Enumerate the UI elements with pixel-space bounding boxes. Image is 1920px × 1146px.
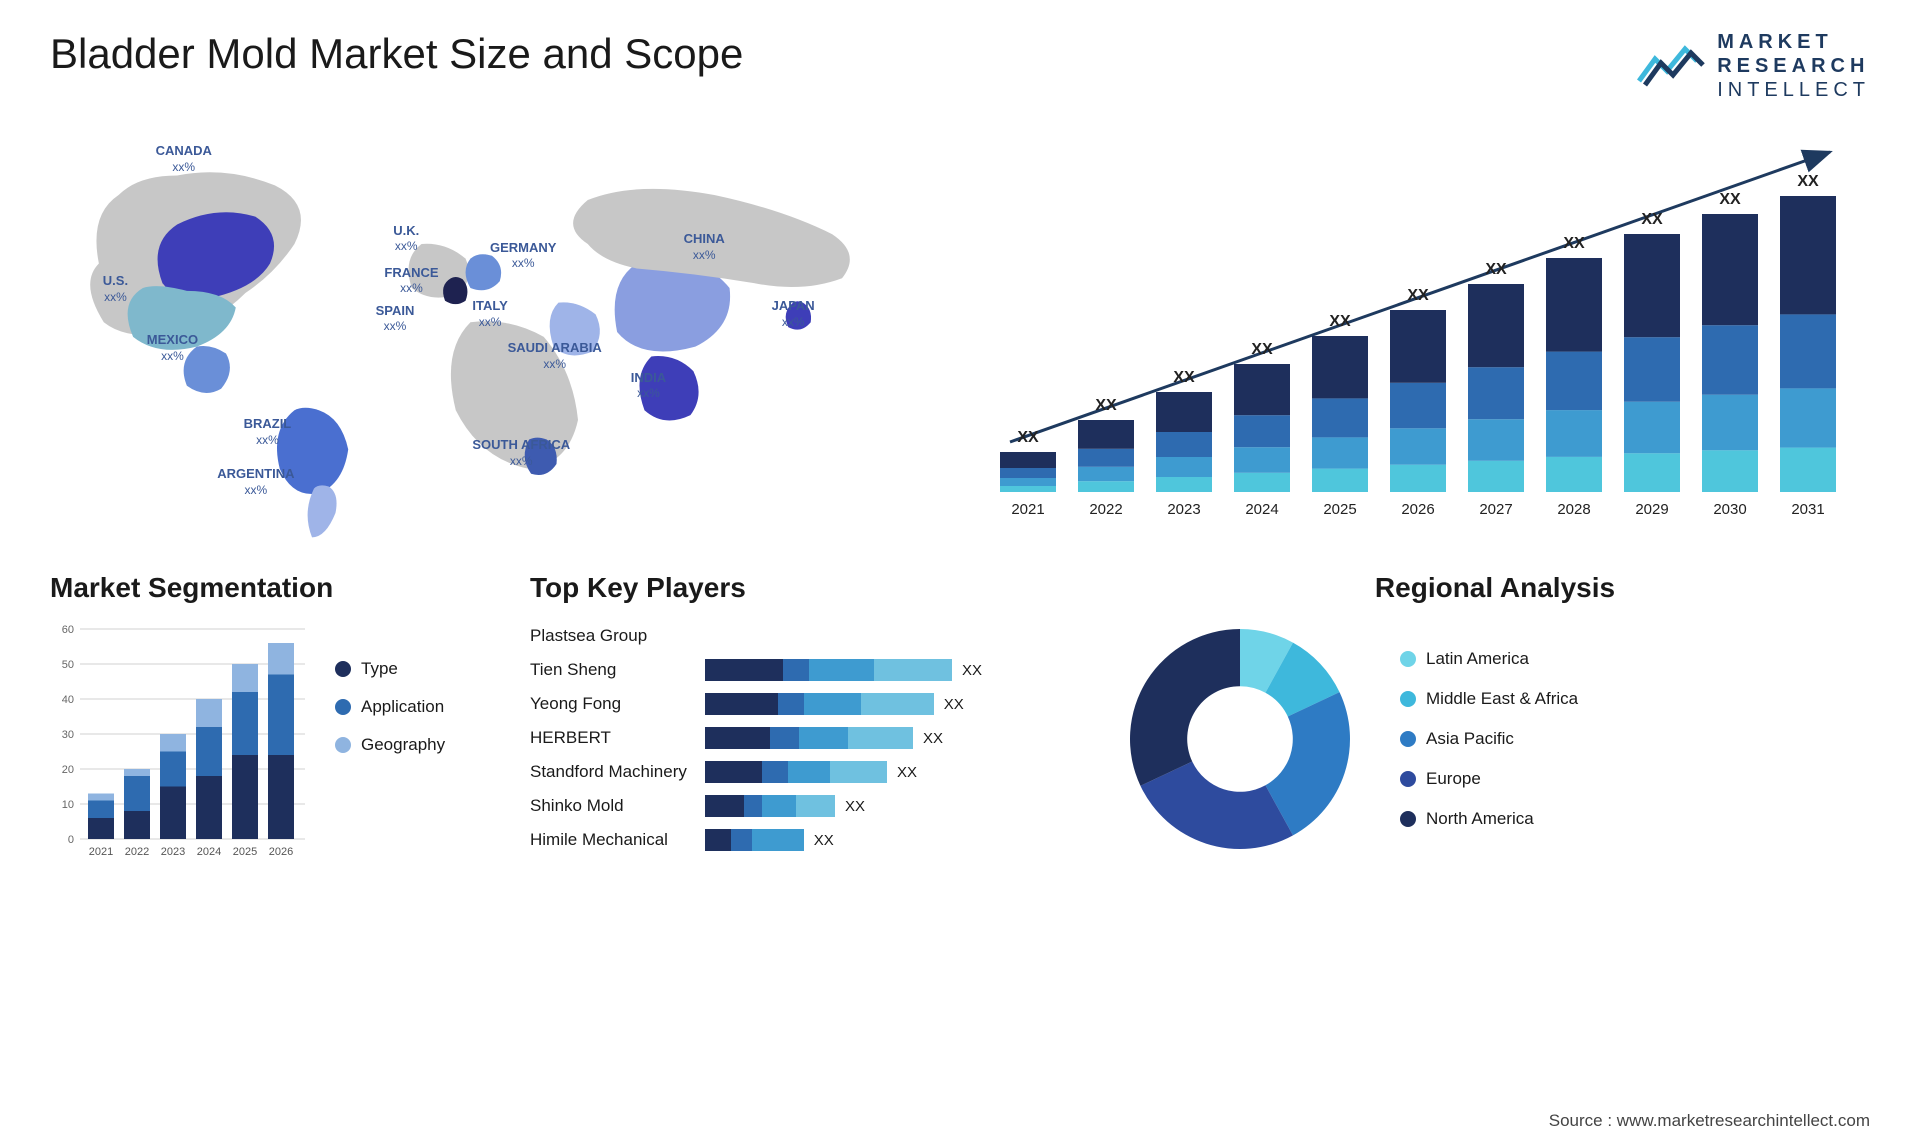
svg-text:2024: 2024	[197, 846, 221, 858]
player-row: Shinko MoldXX	[530, 789, 1070, 823]
players-list: Plastsea GroupTien ShengXXYeong FongXXHE…	[530, 619, 1070, 857]
regional-legend-item: North America	[1400, 809, 1578, 829]
players-title: Top Key Players	[530, 572, 1070, 604]
svg-text:XX: XX	[1095, 397, 1117, 414]
svg-text:40: 40	[62, 694, 74, 706]
svg-text:XX: XX	[1641, 211, 1663, 228]
svg-text:2028: 2028	[1557, 501, 1590, 518]
map-label: GERMANYxx%	[490, 240, 556, 271]
svg-text:2031: 2031	[1791, 501, 1824, 518]
player-row: Standford MachineryXX	[530, 755, 1070, 789]
map-label: ARGENTINAxx%	[217, 466, 294, 497]
segmentation-legend-item: Application	[335, 697, 445, 717]
player-row: HERBERTXX	[530, 721, 1070, 755]
regional-legend-item: Europe	[1400, 769, 1578, 789]
svg-text:XX: XX	[1563, 235, 1585, 252]
map-label: U.K.xx%	[393, 223, 419, 254]
growth-svg: 2021 XX 2022 XX 2023 XX 2024 XX 2025 XX 2026 XX 2027…	[970, 122, 1870, 542]
regional-legend-item: Latin America	[1400, 649, 1578, 669]
map-label: INDIAxx%	[631, 370, 666, 401]
svg-text:2022: 2022	[1089, 501, 1122, 518]
svg-text:2022: 2022	[125, 846, 149, 858]
svg-text:2023: 2023	[1167, 501, 1200, 518]
svg-text:2021: 2021	[89, 846, 113, 858]
regional-legend: Latin America Middle East & Africa Asia Pa…	[1400, 649, 1578, 829]
segmentation-chart: 0 10 20 30 40 50 60 2021 2022 2023 2024 2025 2026	[50, 619, 310, 869]
svg-text:2025: 2025	[233, 846, 257, 858]
segmentation-section: Market Segmentation 0 10 20 30 40 50 60 2021 202…	[50, 572, 480, 892]
segmentation-legend: Type Application Geography	[335, 619, 445, 869]
player-row: Plastsea Group	[530, 619, 1070, 653]
map-label: CHINAxx%	[684, 231, 725, 262]
svg-text:2026: 2026	[1401, 501, 1434, 518]
player-row: Himile MechanicalXX	[530, 823, 1070, 857]
segmentation-legend-item: Geography	[335, 735, 445, 755]
player-row: Yeong FongXX	[530, 687, 1070, 721]
regional-donut	[1120, 619, 1360, 859]
svg-text:2026: 2026	[269, 846, 293, 858]
regional-section: Regional Analysis Latin America Middle Ea…	[1120, 572, 1870, 892]
map-label: SAUDI ARABIAxx%	[508, 340, 602, 371]
svg-text:XX: XX	[1017, 429, 1039, 446]
svg-text:60: 60	[62, 624, 74, 636]
svg-text:2021: 2021	[1011, 501, 1044, 518]
svg-text:50: 50	[62, 659, 74, 671]
segmentation-title: Market Segmentation	[50, 572, 480, 604]
svg-text:30: 30	[62, 729, 74, 741]
svg-text:2027: 2027	[1479, 501, 1512, 518]
logo-icon	[1637, 41, 1707, 91]
svg-text:XX: XX	[1485, 261, 1507, 278]
regional-title: Regional Analysis	[1120, 572, 1870, 604]
brand-logo: MARKET RESEARCH INTELLECT	[1637, 30, 1870, 102]
logo-line1: MARKET	[1717, 30, 1870, 54]
map-label: ITALYxx%	[472, 298, 507, 329]
players-section: Top Key Players Plastsea GroupTien Sheng…	[530, 572, 1070, 892]
svg-text:XX: XX	[1407, 287, 1429, 304]
svg-text:XX: XX	[1719, 191, 1741, 208]
map-label: U.S.xx%	[103, 273, 128, 304]
page-title: Bladder Mold Market Size and Scope	[50, 30, 743, 78]
source-attribution: Source : www.marketresearchintellect.com	[1549, 1111, 1870, 1131]
map-label: SOUTH AFRICAxx%	[472, 437, 570, 468]
regional-legend-item: Asia Pacific	[1400, 729, 1578, 749]
svg-text:XX: XX	[1173, 369, 1195, 386]
map-label: MEXICOxx%	[147, 332, 198, 363]
svg-text:2030: 2030	[1713, 501, 1746, 518]
map-label: BRAZILxx%	[244, 416, 292, 447]
logo-line2: RESEARCH	[1717, 54, 1870, 78]
player-row: Tien ShengXX	[530, 653, 1070, 687]
svg-text:2029: 2029	[1635, 501, 1668, 518]
map-label: JAPANxx%	[772, 298, 815, 329]
svg-text:2024: 2024	[1245, 501, 1278, 518]
svg-text:0: 0	[68, 834, 74, 846]
svg-text:XX: XX	[1329, 313, 1351, 330]
segmentation-legend-item: Type	[335, 659, 445, 679]
svg-text:20: 20	[62, 764, 74, 776]
world-map: CANADAxx% U.S.xx% MEXICOxx% BRAZILxx% ARGENT…	[50, 122, 930, 542]
svg-text:2025: 2025	[1323, 501, 1356, 518]
svg-text:XX: XX	[1251, 341, 1273, 358]
growth-bar-chart: 2021 XX 2022 XX 2023 XX 2024 XX 2025 XX 2026 XX 2027…	[970, 122, 1870, 542]
logo-line3: INTELLECT	[1717, 78, 1870, 102]
svg-text:XX: XX	[1797, 173, 1819, 190]
svg-text:10: 10	[62, 799, 74, 811]
svg-text:2023: 2023	[161, 846, 185, 858]
map-label: SPAINxx%	[376, 303, 415, 334]
map-label: CANADAxx%	[156, 143, 212, 174]
regional-legend-item: Middle East & Africa	[1400, 689, 1578, 709]
map-label: FRANCExx%	[384, 265, 438, 296]
